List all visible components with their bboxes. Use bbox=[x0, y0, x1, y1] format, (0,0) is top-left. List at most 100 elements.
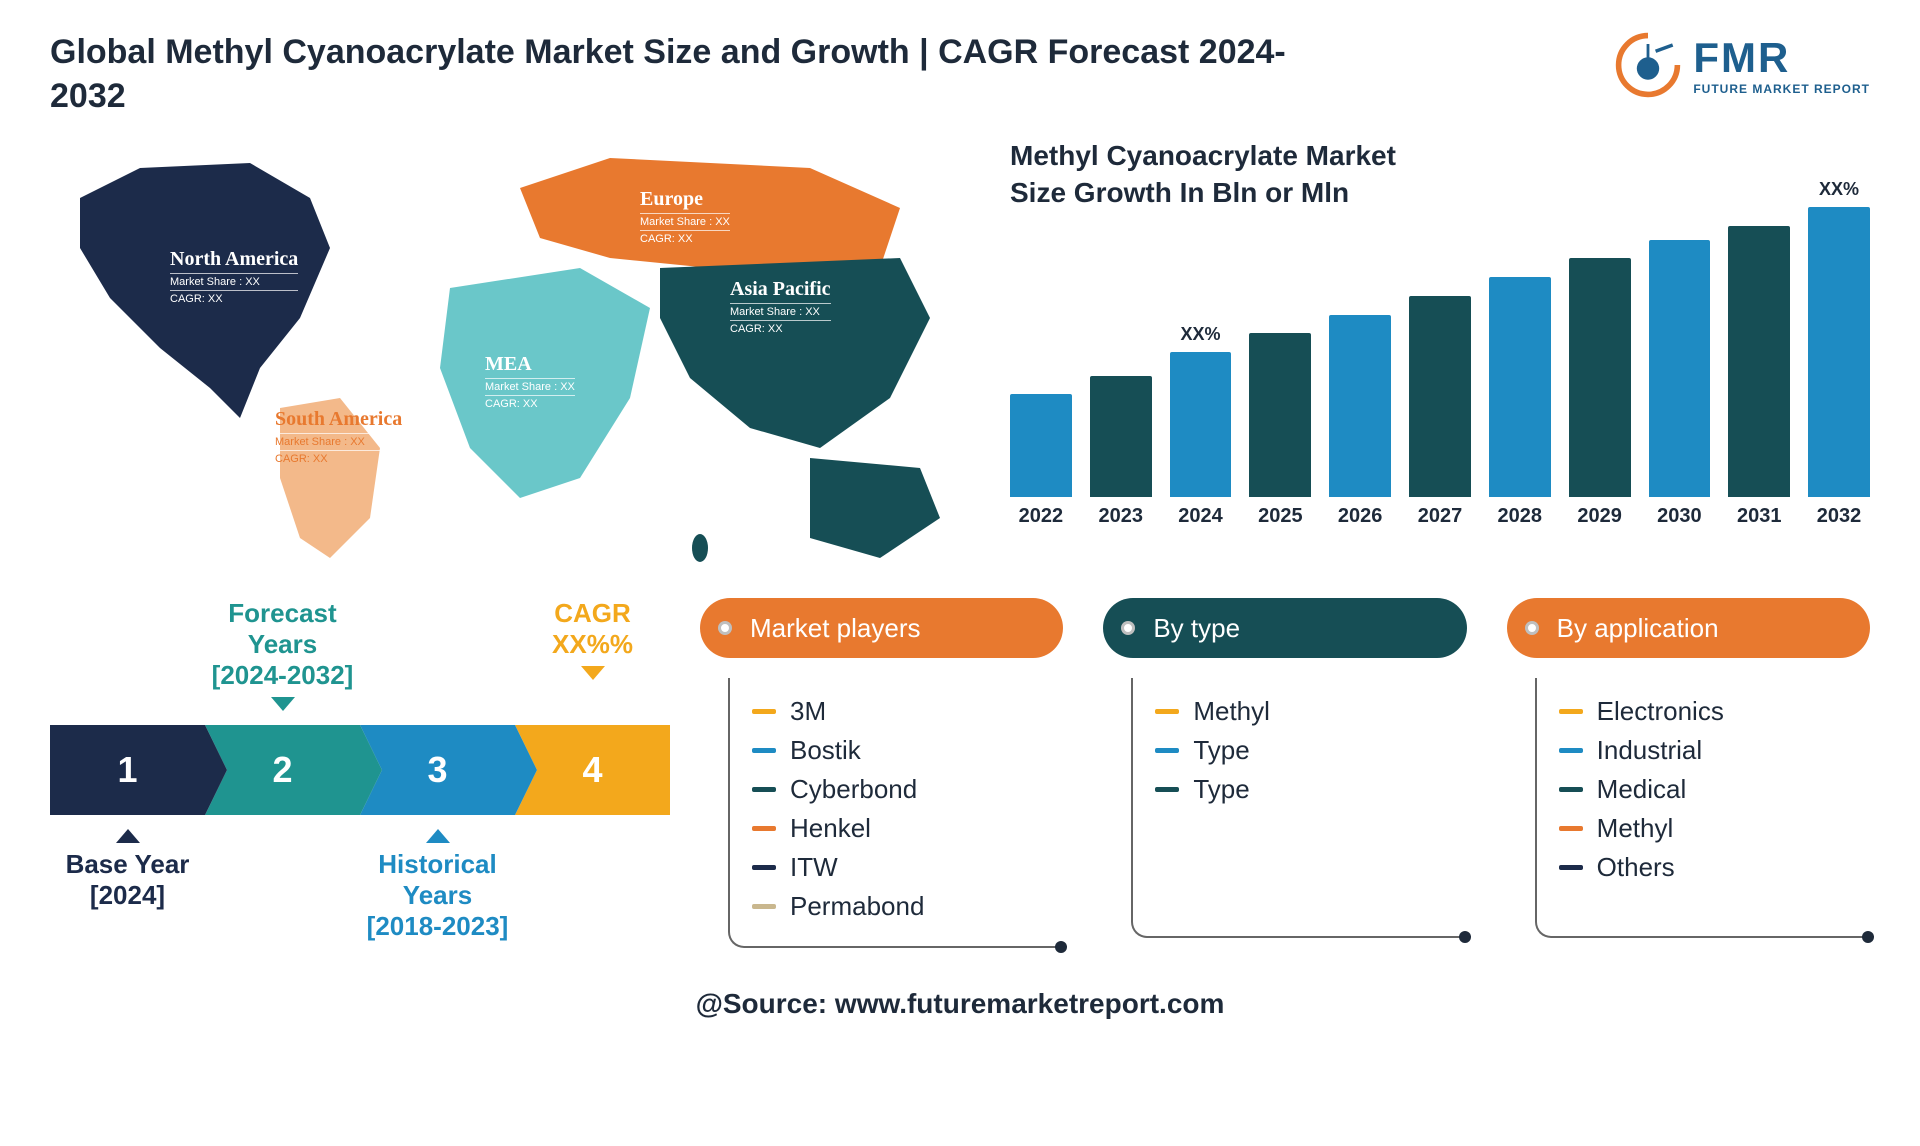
forecast-label-text: Forecast Years bbox=[228, 598, 336, 659]
list-item-label: Methyl bbox=[1597, 813, 1674, 844]
bar-wrap: 2030 bbox=[1649, 240, 1711, 529]
timeline-chevrons: 1234 bbox=[50, 725, 670, 815]
bar bbox=[1249, 333, 1311, 497]
logo-text: FMR FUTURE MARKET REPORT bbox=[1693, 34, 1870, 96]
bar-wrap: 2022 bbox=[1010, 394, 1072, 528]
source-attribution: @Source: www.futuremarketreport.com bbox=[50, 988, 1870, 1020]
bar bbox=[1170, 352, 1232, 497]
region-label: EuropeMarket Share : XXCAGR: XX bbox=[640, 188, 730, 245]
bar-year-label: 2022 bbox=[1019, 505, 1064, 528]
bar-year-label: 2026 bbox=[1338, 505, 1383, 528]
arrow-down-icon bbox=[581, 666, 605, 680]
list-item-label: Type bbox=[1193, 735, 1249, 766]
dash-icon bbox=[752, 787, 776, 792]
page-title: Global Methyl Cyanoacrylate Market Size … bbox=[50, 30, 1350, 118]
bar-year-label: 2028 bbox=[1498, 505, 1543, 528]
info-column: By type Methyl Type Type bbox=[1103, 598, 1466, 948]
bar-year-label: 2030 bbox=[1657, 505, 1702, 528]
list-item-label: Cyberbond bbox=[790, 774, 917, 805]
region-label: Asia PacificMarket Share : XXCAGR: XX bbox=[730, 278, 831, 335]
list-item-label: Type bbox=[1193, 774, 1249, 805]
info-column: By applicationElectronicsIndustrialMedic… bbox=[1507, 598, 1870, 948]
list-item-label: 3M bbox=[790, 696, 826, 727]
fmr-logo-icon bbox=[1613, 30, 1683, 100]
cagr-label-text: CAGR bbox=[554, 598, 631, 628]
dash-icon bbox=[752, 709, 776, 714]
arrow-down-icon bbox=[271, 697, 295, 711]
dash-icon bbox=[1559, 748, 1583, 753]
pill-title: By type bbox=[1153, 613, 1240, 644]
timeline-step: 1 bbox=[50, 725, 205, 815]
pill-dot-icon bbox=[1525, 621, 1539, 635]
bar bbox=[1569, 258, 1631, 497]
timeline-step: 4 bbox=[515, 725, 670, 815]
list-item: 3M bbox=[752, 696, 1063, 727]
bar-wrap: 2031 bbox=[1728, 226, 1790, 529]
timeline-step: 3 bbox=[360, 725, 515, 815]
bar-wrap: 2027 bbox=[1409, 296, 1471, 529]
list-item-label: Bostik bbox=[790, 735, 861, 766]
info-columns: Market players 3M Bostik Cyberbond Henkel ITW… bbox=[700, 598, 1870, 948]
logo: FMR FUTURE MARKET REPORT bbox=[1613, 30, 1870, 100]
list-box: ElectronicsIndustrialMedicalMethylOthers bbox=[1535, 678, 1870, 938]
region-label: MEAMarket Share : XXCAGR: XX bbox=[485, 353, 575, 410]
world-map: North AmericaMarket Share : XXCAGR: XX So… bbox=[50, 138, 950, 568]
bar-wrap: XX%2032 bbox=[1808, 207, 1870, 529]
dash-icon bbox=[752, 904, 776, 909]
logo-fmr: FMR bbox=[1693, 34, 1870, 82]
list-item: Type bbox=[1155, 774, 1466, 805]
list-item: Electronics bbox=[1559, 696, 1870, 727]
timeline-step: 2 bbox=[205, 725, 360, 815]
bar bbox=[1808, 207, 1870, 498]
bar-wrap: 2029 bbox=[1569, 258, 1631, 528]
bar-year-label: 2024 bbox=[1178, 505, 1223, 528]
forecast-range: [2024-2032] bbox=[212, 660, 354, 690]
dash-icon bbox=[1559, 787, 1583, 792]
pill-dot-icon bbox=[718, 621, 732, 635]
bar-year-label: 2027 bbox=[1418, 505, 1463, 528]
list-item: Henkel bbox=[752, 813, 1063, 844]
pill-title: By application bbox=[1557, 613, 1719, 644]
list-item-label: ITW bbox=[790, 852, 838, 883]
dash-icon bbox=[1559, 709, 1583, 714]
column-pill: By type bbox=[1103, 598, 1466, 658]
region-label: South AmericaMarket Share : XXCAGR: XX bbox=[275, 408, 402, 465]
logo-subtitle: FUTURE MARKET REPORT bbox=[1693, 82, 1870, 96]
bar bbox=[1329, 315, 1391, 498]
column-pill: Market players bbox=[700, 598, 1063, 658]
chart-bars: 20222023XX%20242025202620272028202920302… bbox=[1010, 228, 1870, 528]
historical-text: Historical Years bbox=[378, 849, 497, 910]
dash-icon bbox=[1559, 826, 1583, 831]
list-item-label: Medical bbox=[1597, 774, 1687, 805]
bar-year-label: 2032 bbox=[1817, 505, 1862, 528]
list-item-label: Electronics bbox=[1597, 696, 1724, 727]
list-item: Methyl bbox=[1155, 696, 1466, 727]
bar-chart: Methyl Cyanoacrylate Market Size Growth … bbox=[980, 138, 1870, 568]
bar bbox=[1728, 226, 1790, 498]
bar-year-label: 2031 bbox=[1737, 505, 1782, 528]
list-item: ITW bbox=[752, 852, 1063, 883]
historical-label: Historical Years [2018-2023] bbox=[360, 823, 515, 942]
bar bbox=[1409, 296, 1471, 498]
list-item-label: Henkel bbox=[790, 813, 871, 844]
list-item-label: Methyl bbox=[1193, 696, 1270, 727]
list-item: Cyberbond bbox=[752, 774, 1063, 805]
list-item-label: Others bbox=[1597, 852, 1675, 883]
list-box: Methyl Type Type bbox=[1131, 678, 1466, 938]
base-year-value: [2024] bbox=[90, 880, 165, 910]
top-section: North AmericaMarket Share : XXCAGR: XX So… bbox=[50, 138, 1870, 568]
bar-wrap: 2028 bbox=[1489, 277, 1551, 528]
dash-icon bbox=[1155, 787, 1179, 792]
bar bbox=[1649, 240, 1711, 498]
cagr-value: XX%% bbox=[552, 629, 633, 659]
cagr-label: CAGR XX%% bbox=[515, 598, 670, 717]
region-label: North AmericaMarket Share : XXCAGR: XX bbox=[170, 248, 298, 305]
bottom-section: Forecast Years [2024-2032] CAGR XX%% 123… bbox=[50, 598, 1870, 948]
dash-icon bbox=[1559, 865, 1583, 870]
pill-dot-icon bbox=[1121, 621, 1135, 635]
dash-icon bbox=[752, 748, 776, 753]
dash-icon bbox=[1155, 748, 1179, 753]
dash-icon bbox=[752, 826, 776, 831]
list-item: Permabond bbox=[752, 891, 1063, 922]
bar-wrap: 2025 bbox=[1249, 333, 1311, 528]
